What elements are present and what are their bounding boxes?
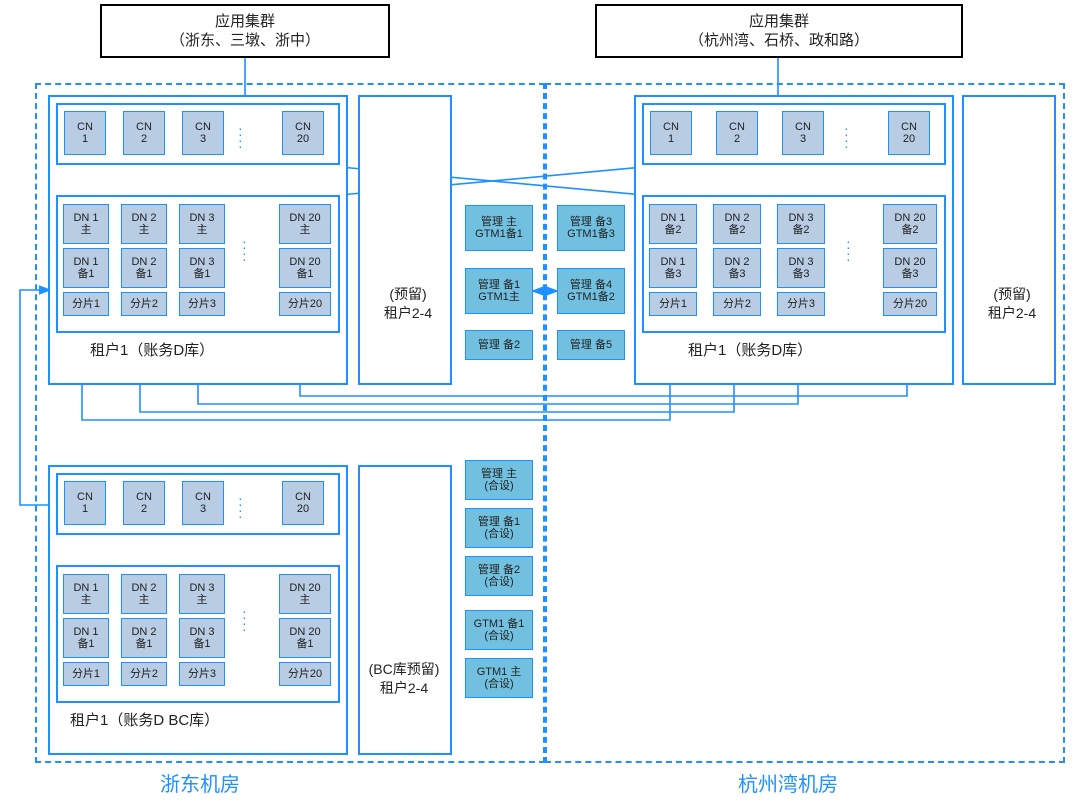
mgmt-top-left-0: 管理 主GTM1备1 — [465, 205, 533, 251]
node-cell: CN2 — [123, 111, 165, 155]
node-cell: DN 1备1 — [63, 248, 109, 288]
node-cell: 分片1 — [63, 662, 109, 686]
reserve-bottom-label: (BC库预留)租户2-4 — [361, 660, 447, 720]
ellipsis-dots: ···· — [238, 125, 243, 149]
node-cell: DN 20主 — [279, 204, 331, 244]
ellipsis-dots: ···· — [844, 125, 849, 149]
node-cell: DN 2备1 — [121, 618, 167, 658]
reserve-top-left-label: (预留)租户2-4 — [365, 285, 451, 345]
node-cell: CN2 — [716, 111, 758, 155]
node-cell: DN 20备1 — [279, 618, 331, 658]
node-cell: DN 3备2 — [777, 204, 825, 244]
node-cell: DN 2备3 — [713, 248, 761, 288]
ellipsis-dots: ···· — [242, 608, 247, 632]
node-cell: 分片20 — [279, 292, 331, 316]
node-cell: DN 3备1 — [179, 248, 225, 288]
mgmt-top-left-1: 管理 备1GTM1主 — [465, 268, 533, 314]
mgmt-top-right-0: 管理 备3GTM1备3 — [557, 205, 625, 251]
footer-zhedong: 浙东机房 — [140, 768, 260, 794]
mgmt-bottom-4: GTM1 主(合设) — [465, 658, 533, 698]
node-cell: DN 3主 — [179, 204, 225, 244]
node-cell: DN 20备1 — [279, 248, 331, 288]
node-cell: DN 1备3 — [649, 248, 697, 288]
node-cell: DN 20备3 — [883, 248, 937, 288]
footer-hangzhouwan: 杭州湾机房 — [718, 768, 858, 794]
node-cell: 分片2 — [713, 292, 761, 316]
node-cell: 分片20 — [883, 292, 937, 316]
node-cell: 分片1 — [63, 292, 109, 316]
node-cell: DN 2备2 — [713, 204, 761, 244]
node-cell: DN 20主 — [279, 574, 331, 614]
app-cluster-right: 应用集群（杭州湾、石桥、政和路） — [595, 4, 963, 58]
node-cell: CN20 — [282, 111, 324, 155]
node-cell: 分片3 — [179, 662, 225, 686]
node-cell: 分片2 — [121, 292, 167, 316]
mgmt-top-left-2: 管理 备2 — [465, 330, 533, 360]
node-cell: DN 1主 — [63, 574, 109, 614]
node-cell: DN 3备3 — [777, 248, 825, 288]
mgmt-bottom-0: 管理 主(合设) — [465, 460, 533, 500]
node-cell: CN1 — [64, 481, 106, 525]
node-cell: DN 2主 — [121, 204, 167, 244]
node-cell: DN 20备2 — [883, 204, 937, 244]
ellipsis-dots: ···· — [242, 238, 247, 262]
node-cell: DN 3主 — [179, 574, 225, 614]
tenant-bottom-footer: 租户1（账务D BC库） — [70, 709, 300, 729]
node-cell: CN20 — [888, 111, 930, 155]
node-cell: DN 2主 — [121, 574, 167, 614]
node-cell: CN3 — [182, 481, 224, 525]
node-cell: 分片2 — [121, 662, 167, 686]
ellipsis-dots: ···· — [846, 238, 851, 262]
node-cell: CN2 — [123, 481, 165, 525]
node-cell: CN20 — [282, 481, 324, 525]
node-cell: 分片1 — [649, 292, 697, 316]
node-cell: DN 1主 — [63, 204, 109, 244]
node-cell: 分片3 — [777, 292, 825, 316]
ellipsis-dots: ···· — [238, 495, 243, 519]
app-cluster-left: 应用集群（浙东、三墩、浙中） — [100, 4, 390, 58]
tenant-top-right-footer: 租户1（账务D库） — [688, 339, 918, 359]
node-cell: 分片3 — [179, 292, 225, 316]
node-cell: CN3 — [782, 111, 824, 155]
mgmt-top-right-1: 管理 备4GTM1备2 — [557, 268, 625, 314]
reserve-top-right-label: (预留)租户2-4 — [969, 285, 1055, 345]
node-cell: CN1 — [650, 111, 692, 155]
node-cell: DN 1备2 — [649, 204, 697, 244]
mgmt-bottom-3: GTM1 备1(合设) — [465, 610, 533, 650]
mgmt-bottom-2: 管理 备2(合设) — [465, 556, 533, 596]
node-cell: DN 1备1 — [63, 618, 109, 658]
tenant-top-left-footer: 租户1（账务D库） — [90, 339, 320, 359]
mgmt-top-right-2: 管理 备5 — [557, 330, 625, 360]
mgmt-bottom-1: 管理 备1(合设) — [465, 508, 533, 548]
node-cell: DN 2备1 — [121, 248, 167, 288]
node-cell: 分片20 — [279, 662, 331, 686]
node-cell: DN 3备1 — [179, 618, 225, 658]
node-cell: CN3 — [182, 111, 224, 155]
node-cell: CN1 — [64, 111, 106, 155]
